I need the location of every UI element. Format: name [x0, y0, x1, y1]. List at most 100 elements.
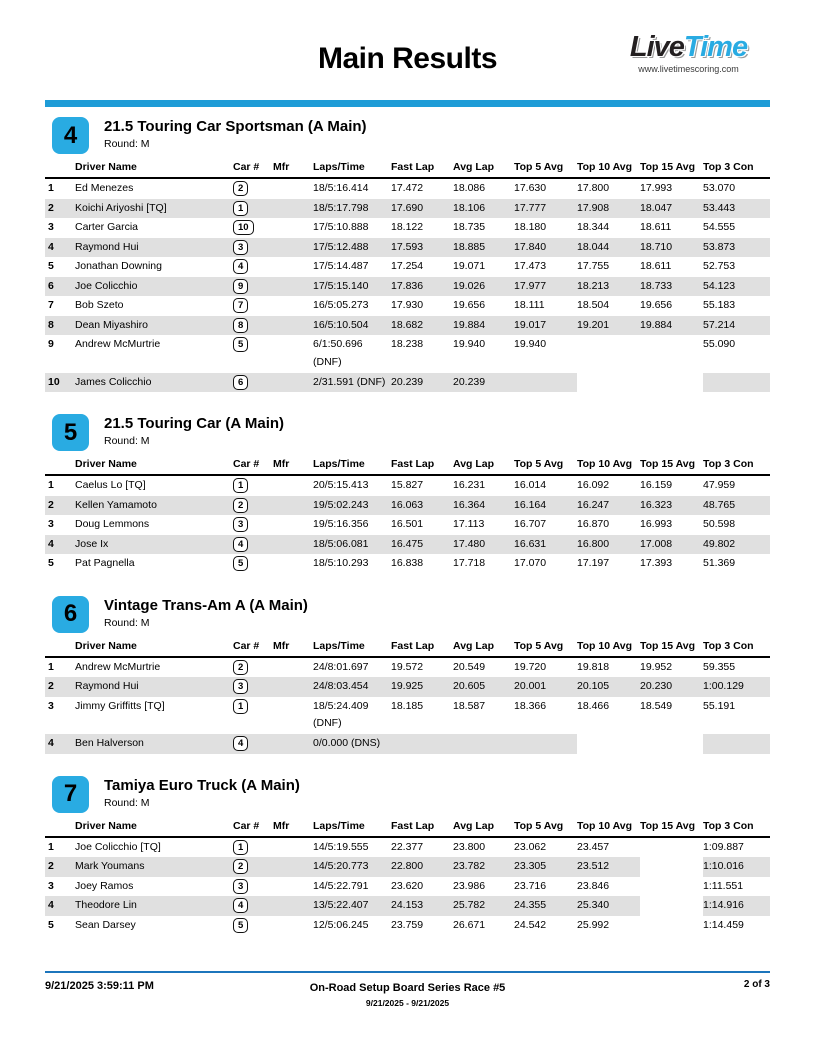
position-number: 3 [48, 699, 54, 712]
result-row: 2 Mark Youmans 2 14/5:20.773 22.800 23.782 23.… [45, 857, 770, 877]
position-number: 8 [45, 315, 75, 335]
car-number-badge: 2 [233, 659, 249, 675]
column-header: Car # [233, 159, 273, 179]
top10-avg: 16.092 [577, 479, 610, 491]
column-header: Top 15 Avg [640, 637, 703, 658]
driver-name: Raymond Hui [75, 237, 233, 257]
laps-time: 17/5:14.487 [313, 260, 369, 272]
car-cell: 4 [233, 734, 273, 754]
fast-lap: 16.063 [391, 495, 453, 515]
car-cell: 6 [233, 372, 273, 392]
logo-website: www.livetimescoring.com [638, 64, 739, 74]
top5-avg: 17.070 [514, 557, 547, 569]
laps-time-cell: 17/5:15.140 [313, 276, 391, 296]
top3-consecutive: 48.765 [703, 495, 770, 515]
table-header-row: Driver Name Car # Mfr Laps/Time Fast Lap Avg … [45, 637, 770, 658]
car-number-badge: 5 [233, 917, 249, 933]
top3-consecutive: 1:14.459 [703, 918, 744, 931]
column-header: Avg Lap [453, 817, 514, 838]
top15-avg: 16.323 [640, 495, 703, 515]
top15-avg [640, 372, 703, 392]
column-header: Car # [233, 817, 273, 838]
laps-time-cell: 6/1:50.696 (DNF) [313, 335, 391, 373]
report-header: Main Results LiveTime www.livetimescorin… [45, 0, 770, 100]
result-row: 1 Caelus Lo [TQ] 1 20/5:15.413 15.827 16.231 1… [45, 475, 770, 496]
top15-avg: 18.611 [640, 260, 672, 272]
top3-consecutive [703, 734, 770, 754]
laps-time: 19/5:02.243 [313, 498, 369, 511]
result-row: 3 Doug Lemmons 3 19/5:16.356 16.501 17.113 16.… [45, 515, 770, 535]
top10-avg: 25.340 [577, 896, 640, 916]
laps-time: 19/5:16.356 [313, 518, 369, 530]
column-header: Top 10 Avg [577, 817, 640, 838]
mfr-value [273, 837, 313, 858]
result-row: 9 Andrew McMurtrie 5 6/1:50.696 (DNF) 18.238 1… [45, 335, 770, 373]
column-header: Top 15 Avg [640, 159, 703, 179]
car-number-badge: 7 [233, 298, 249, 313]
car-cell: 1 [233, 697, 273, 735]
car-number-badge: 10 [233, 220, 254, 235]
laps-time-cell: 14/5:22.791 [313, 877, 391, 897]
top10-avg: 17.908 [577, 198, 640, 218]
column-header: Driver Name [75, 456, 233, 476]
fast-lap [391, 734, 453, 754]
top10-avg: 17.800 [577, 182, 610, 194]
laps-time-cell: 18/5:17.798 [313, 198, 391, 218]
laps-time: 16/5:05.273 [313, 299, 369, 311]
car-number-badge: 3 [233, 679, 249, 694]
laps-time-cell: 17/5:10.888 [313, 218, 391, 238]
driver-name: Pat Pagnella [75, 557, 135, 569]
laps-time-cell: 17/5:14.487 [313, 257, 391, 277]
laps-time-cell: 24/8:01.697 [313, 657, 391, 678]
avg-lap: 19.884 [453, 315, 514, 335]
mfr-value [273, 877, 313, 897]
race-section-header: 7 Tamiya Euro Truck (A Main) Round: M [45, 775, 770, 813]
column-header: Mfr [273, 456, 313, 476]
result-row: 4 Raymond Hui 3 17/5:12.488 17.593 18.885 17.8… [45, 237, 770, 257]
driver-name: Bob Szeto [75, 299, 124, 311]
top5-avg: 17.840 [514, 237, 577, 257]
position-number: 2 [45, 857, 75, 877]
result-row: 3 Jimmy Griffitts [TQ] 1 18/5:24.409 (DNF) 18… [45, 697, 770, 735]
top10-avg: 19.818 [577, 660, 610, 673]
race-section-titles: Vintage Trans-Am A (A Main) Round: M [104, 596, 308, 633]
column-header: Mfr [273, 637, 313, 658]
top5-avg: 19.720 [514, 660, 547, 673]
position-number: 3 [48, 879, 54, 892]
car-cell: 2 [233, 657, 273, 678]
column-header: Avg Lap [453, 159, 514, 179]
laps-time: 17/5:10.888 [313, 221, 369, 233]
column-header: Driver Name [75, 637, 233, 658]
column-header: Top 10 Avg [577, 159, 640, 179]
mfr-value [273, 697, 313, 735]
position-number: 3 [48, 221, 54, 233]
car-cell: 4 [233, 257, 273, 277]
column-header: Top 5 Avg [514, 817, 577, 838]
car-cell: 9 [233, 276, 273, 296]
race-section-titles: 21.5 Touring Car (A Main) Round: M [104, 414, 284, 451]
result-row: 6 Joe Colicchio 9 17/5:15.140 17.836 19.026 17… [45, 276, 770, 296]
top3-consecutive: 47.959 [703, 479, 736, 491]
car-cell: 3 [233, 237, 273, 257]
top15-avg: 16.993 [640, 518, 673, 530]
position-number: 5 [48, 260, 54, 272]
mfr-value [273, 276, 313, 296]
driver-name: Joe Colicchio [75, 276, 233, 296]
race-title: 21.5 Touring Car (A Main) [104, 415, 285, 432]
footer-series-title: On-Road Setup Board Series Race #5 [309, 982, 506, 994]
column-header: Car # [233, 456, 273, 476]
top15-avg [640, 896, 703, 916]
top15-avg: 18.710 [640, 237, 703, 257]
race-section-header: 6 Vintage Trans-Am A (A Main) Round: M [45, 595, 770, 633]
mfr-value [273, 296, 313, 316]
laps-time-cell: 14/5:20.773 [313, 857, 391, 877]
top5-avg: 17.630 [514, 182, 547, 194]
top15-avg: 18.549 [640, 699, 673, 712]
column-header: Top 3 Con [703, 159, 770, 179]
fast-lap: 22.377 [391, 840, 424, 853]
car-number-badge: 5 [233, 556, 249, 571]
column-header: Mfr [273, 159, 313, 179]
laps-time: 20/5:15.413 [313, 479, 369, 491]
car-cell: 7 [233, 296, 273, 316]
driver-name: Ben Halverson [75, 734, 233, 754]
